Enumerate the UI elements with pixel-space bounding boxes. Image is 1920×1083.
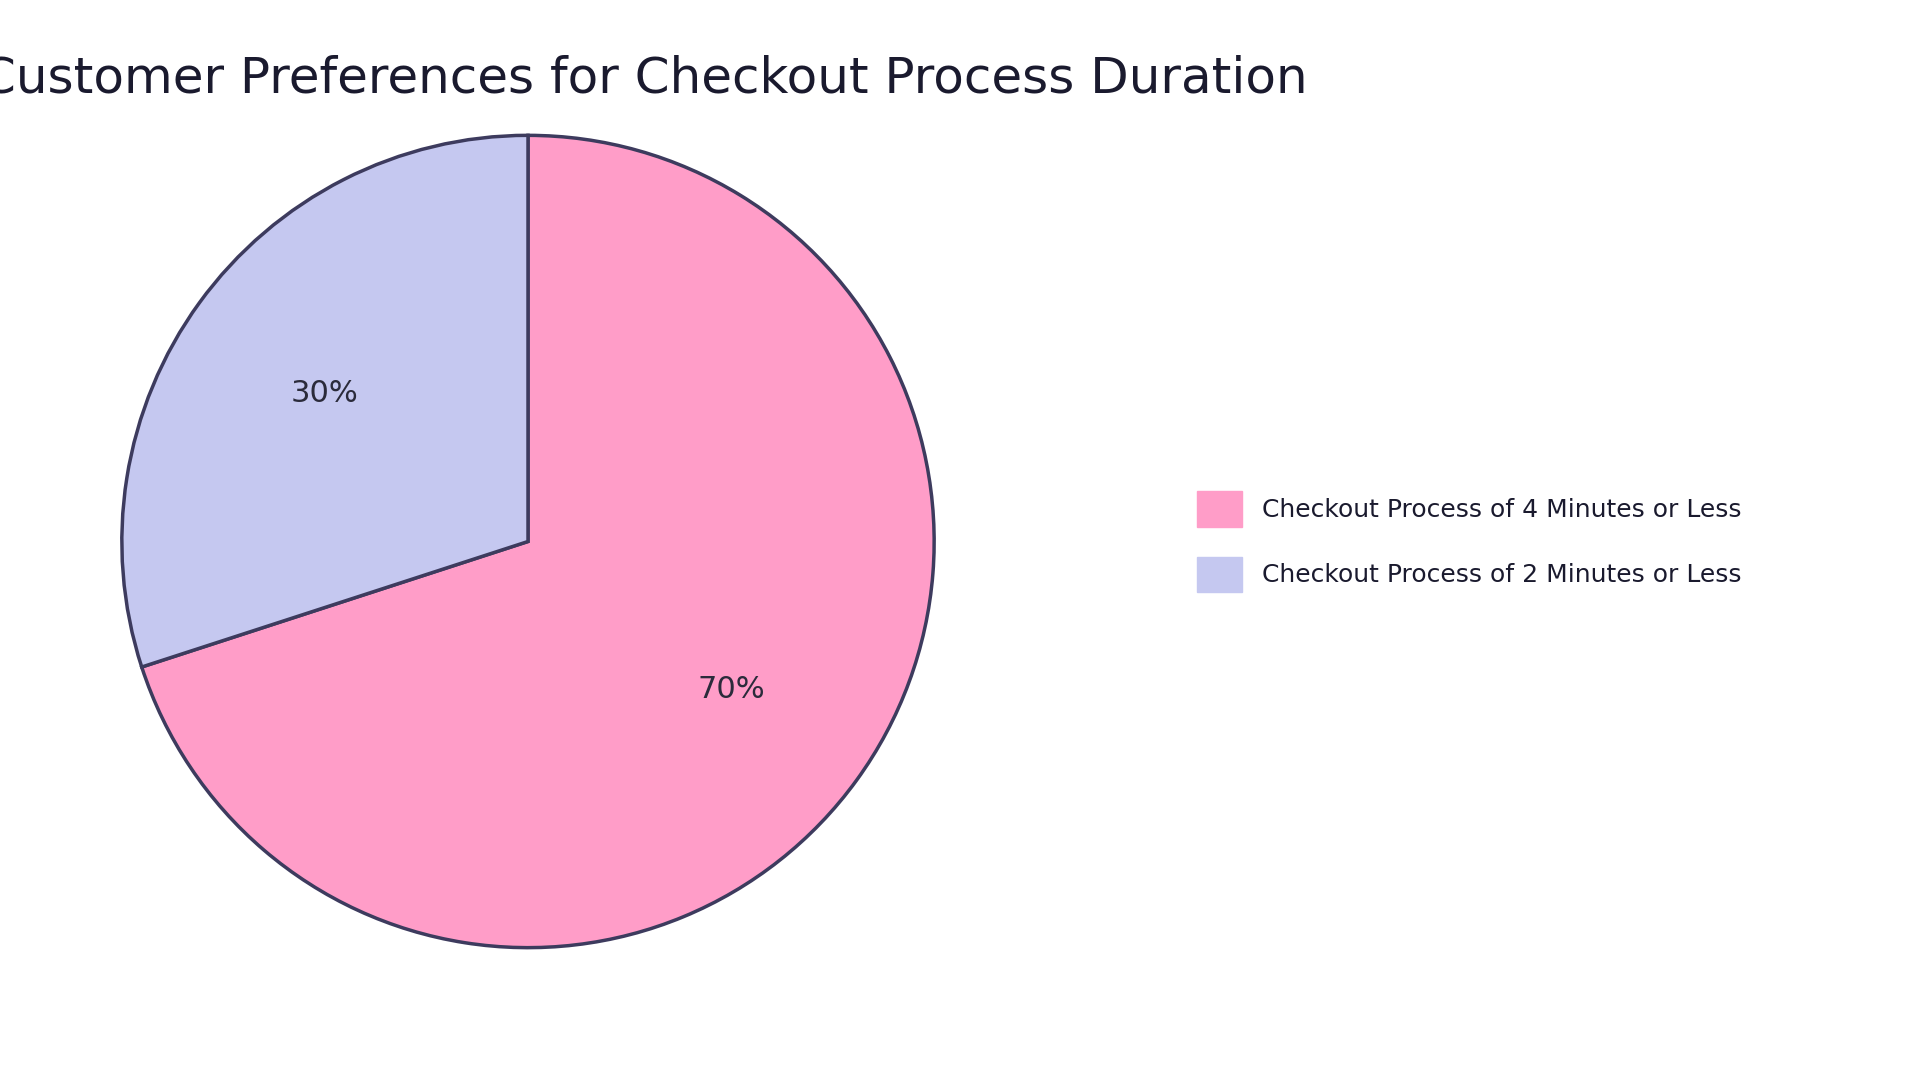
Legend: Checkout Process of 4 Minutes or Less, Checkout Process of 2 Minutes or Less: Checkout Process of 4 Minutes or Less, C… xyxy=(1173,466,1766,617)
Wedge shape xyxy=(121,135,528,667)
Text: Customer Preferences for Checkout Process Duration: Customer Preferences for Checkout Proces… xyxy=(0,54,1308,102)
Text: 70%: 70% xyxy=(697,675,766,704)
Wedge shape xyxy=(142,135,935,948)
Text: 30%: 30% xyxy=(290,379,359,408)
